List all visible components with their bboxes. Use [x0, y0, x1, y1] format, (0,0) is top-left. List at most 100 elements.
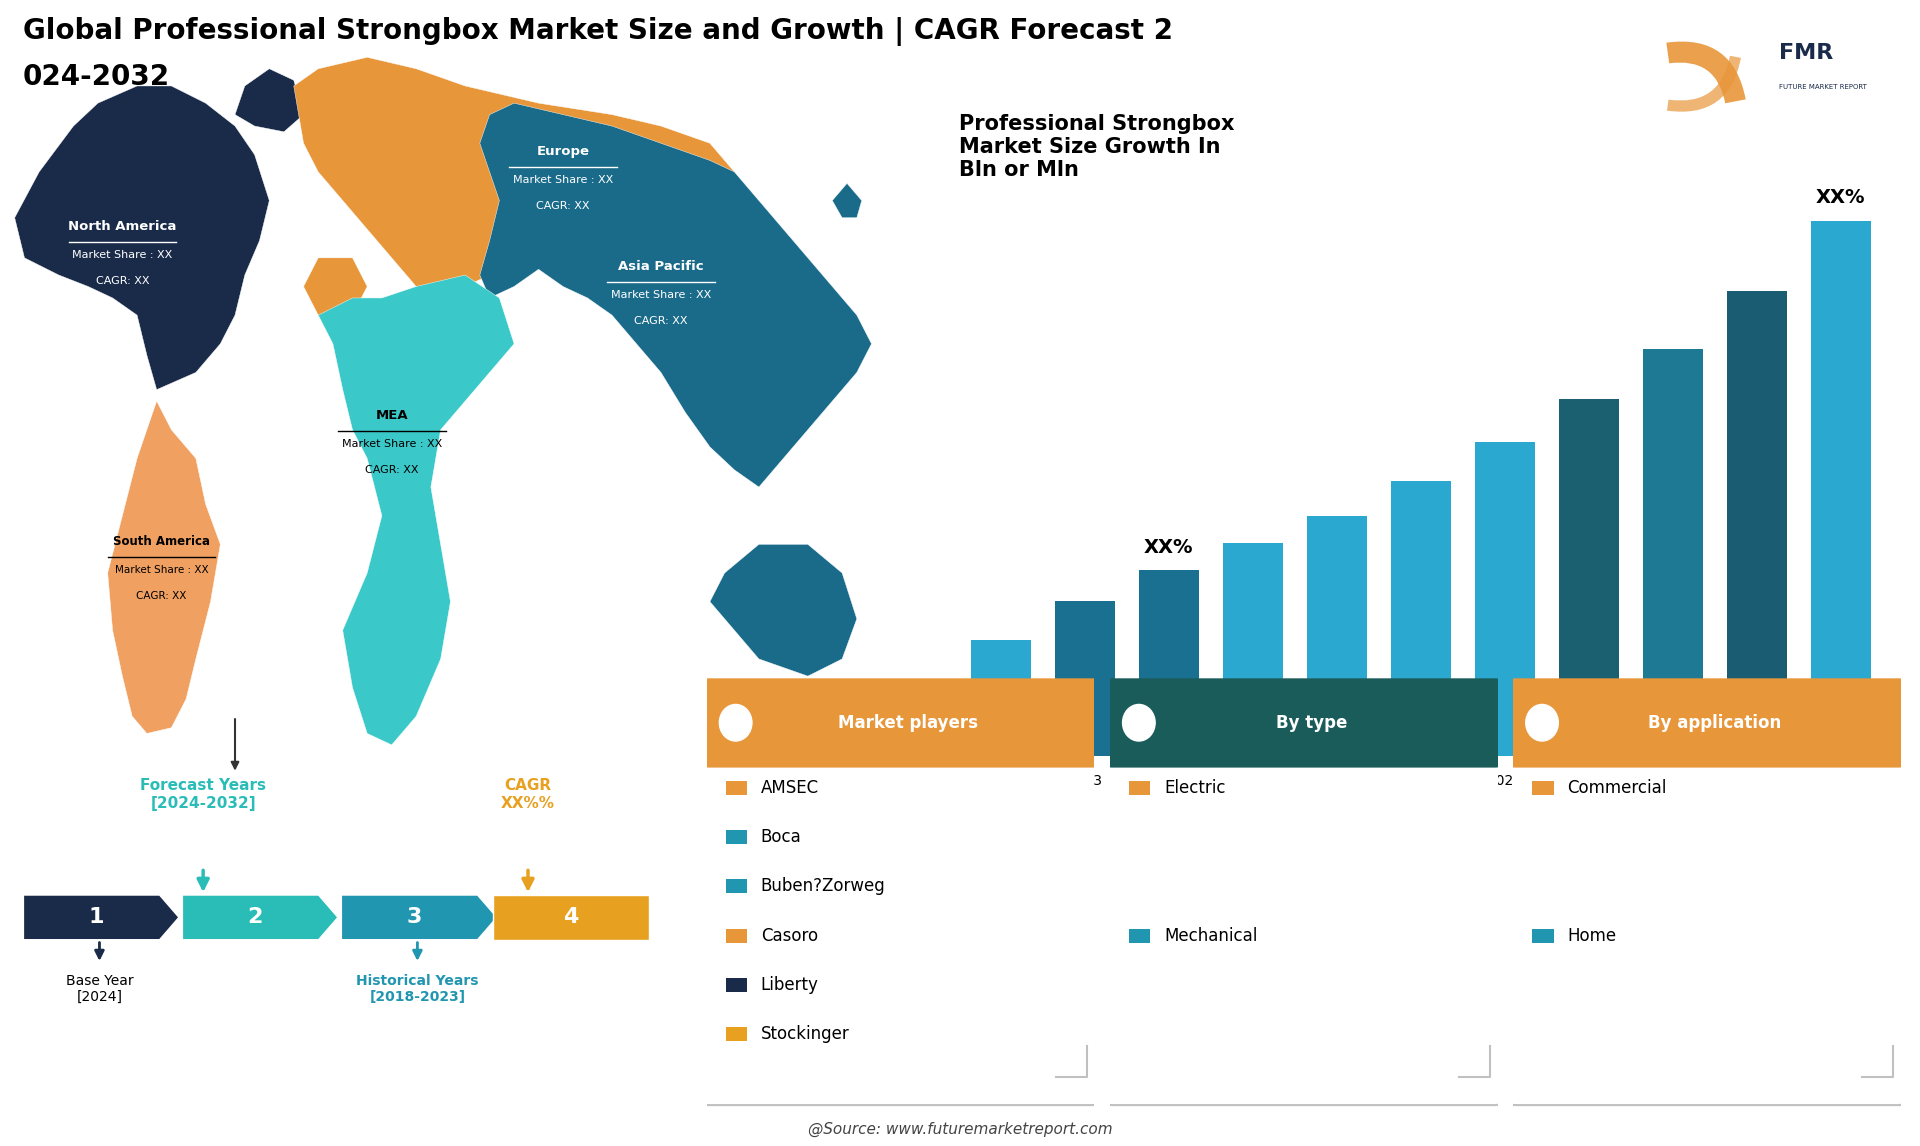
Text: 2030: 2030: [1655, 774, 1690, 787]
Text: Market players: Market players: [839, 714, 977, 732]
Bar: [1223, 543, 1283, 756]
Text: FMR: FMR: [1778, 44, 1834, 63]
Text: 2022: 2022: [983, 774, 1018, 787]
Text: 2025: 2025: [1235, 774, 1271, 787]
Text: 2027: 2027: [1404, 774, 1438, 787]
Text: By application: By application: [1647, 714, 1782, 732]
Polygon shape: [234, 69, 303, 132]
Polygon shape: [303, 258, 367, 315]
Text: 2024: 2024: [1152, 774, 1187, 787]
Bar: [726, 830, 747, 843]
Text: Buben?Zorweg: Buben?Zorweg: [760, 878, 885, 895]
Polygon shape: [15, 86, 269, 390]
Text: @Source: www.futuremarketreport.com: @Source: www.futuremarketreport.com: [808, 1122, 1112, 1137]
Polygon shape: [480, 103, 872, 487]
Text: Market Share : XX: Market Share : XX: [115, 565, 209, 575]
Text: 4: 4: [563, 908, 580, 927]
Text: XX%: XX%: [1144, 537, 1194, 557]
Text: By type: By type: [1275, 714, 1348, 732]
Circle shape: [1526, 705, 1559, 741]
Text: Global Professional Strongbox Market Size and Growth | CAGR Forecast 2: Global Professional Strongbox Market Siz…: [23, 17, 1173, 46]
FancyBboxPatch shape: [701, 678, 1100, 768]
Text: Stockinger: Stockinger: [760, 1026, 851, 1043]
Polygon shape: [319, 275, 515, 745]
Bar: [1532, 780, 1553, 794]
Text: CAGR: XX: CAGR: XX: [365, 465, 419, 474]
Text: CAGR: XX: CAGR: XX: [634, 316, 687, 325]
Text: CAGR: XX: CAGR: XX: [96, 276, 150, 285]
Polygon shape: [710, 544, 856, 676]
Text: CAGR: XX: CAGR: XX: [536, 202, 589, 211]
Text: Home: Home: [1567, 927, 1617, 944]
Polygon shape: [493, 895, 649, 940]
Text: CAGR: XX: CAGR: XX: [136, 591, 186, 601]
Bar: [970, 639, 1031, 756]
Text: MEA: MEA: [376, 409, 407, 422]
Polygon shape: [342, 895, 497, 940]
Text: Asia Pacific: Asia Pacific: [618, 260, 705, 273]
Text: Commercial: Commercial: [1567, 778, 1667, 796]
Text: Market Share : XX: Market Share : XX: [611, 290, 710, 300]
Text: 2031: 2031: [1740, 774, 1774, 787]
Bar: [1811, 221, 1870, 756]
Bar: [1129, 780, 1150, 794]
Text: 2032: 2032: [1824, 774, 1859, 787]
FancyBboxPatch shape: [703, 761, 1098, 1105]
Text: Europe: Europe: [536, 146, 589, 158]
Bar: [726, 879, 747, 893]
Text: 2023: 2023: [1068, 774, 1102, 787]
Text: North America: North America: [69, 220, 177, 233]
Text: 1: 1: [88, 908, 104, 927]
Text: 3: 3: [407, 908, 422, 927]
Bar: [1139, 570, 1198, 756]
Text: Liberty: Liberty: [760, 976, 818, 994]
Text: Boca: Boca: [760, 827, 803, 846]
Polygon shape: [182, 895, 338, 940]
Text: Casoro: Casoro: [760, 927, 818, 944]
Text: AMSEC: AMSEC: [760, 778, 820, 796]
Text: Professional Strongbox
Market Size Growth In
Bln or Mln: Professional Strongbox Market Size Growt…: [958, 113, 1235, 180]
Text: 2026: 2026: [1319, 774, 1354, 787]
Polygon shape: [294, 57, 745, 298]
Circle shape: [720, 705, 753, 741]
Bar: [1054, 602, 1116, 756]
Text: 2028: 2028: [1488, 774, 1523, 787]
Text: Market Share : XX: Market Share : XX: [513, 175, 612, 186]
Polygon shape: [108, 401, 221, 733]
Circle shape: [1123, 705, 1156, 741]
FancyBboxPatch shape: [1507, 678, 1907, 768]
FancyBboxPatch shape: [1104, 678, 1503, 768]
FancyArrowPatch shape: [1667, 56, 1741, 111]
Text: South America: South America: [113, 535, 209, 548]
Text: FUTURE MARKET REPORT: FUTURE MARKET REPORT: [1778, 84, 1866, 89]
Bar: [726, 978, 747, 992]
Text: Market Share : XX: Market Share : XX: [73, 250, 173, 260]
Text: Mechanical: Mechanical: [1164, 927, 1258, 944]
Text: Base Year
[2024]: Base Year [2024]: [65, 974, 132, 1004]
Bar: [726, 928, 747, 943]
Text: 2029: 2029: [1571, 774, 1607, 787]
Text: 024-2032: 024-2032: [23, 63, 171, 91]
Text: Forecast Years
[2024-2032]: Forecast Years [2024-2032]: [140, 778, 267, 810]
Text: CAGR
XX%%: CAGR XX%%: [501, 778, 555, 810]
Text: Electric: Electric: [1164, 778, 1225, 796]
Bar: [726, 780, 747, 794]
Bar: [1129, 928, 1150, 943]
Bar: [1475, 442, 1536, 756]
Polygon shape: [23, 895, 179, 940]
Bar: [1559, 400, 1619, 756]
FancyBboxPatch shape: [1106, 761, 1501, 1105]
Bar: [1532, 928, 1553, 943]
FancyBboxPatch shape: [1509, 761, 1905, 1105]
Bar: [1726, 291, 1788, 756]
Bar: [1390, 481, 1452, 756]
Bar: [1642, 350, 1703, 756]
Text: Historical Years
[2018-2023]: Historical Years [2018-2023]: [355, 974, 478, 1004]
Polygon shape: [833, 183, 862, 218]
Text: Market Share : XX: Market Share : XX: [342, 439, 442, 449]
Text: XX%: XX%: [1816, 188, 1866, 207]
Bar: [1306, 516, 1367, 756]
FancyArrowPatch shape: [1667, 41, 1745, 103]
Text: 2: 2: [248, 908, 263, 927]
Bar: [726, 1028, 747, 1042]
